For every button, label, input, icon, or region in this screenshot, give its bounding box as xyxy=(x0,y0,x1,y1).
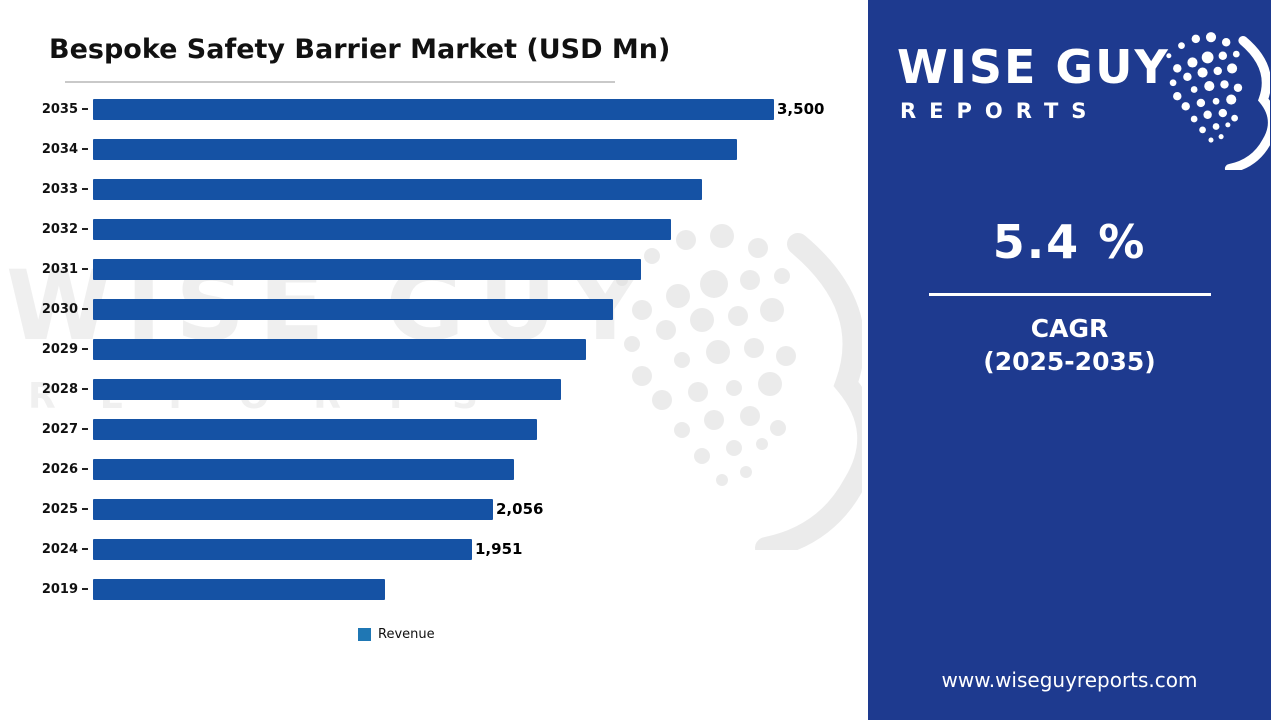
data-label-2024: 1,951 xyxy=(475,540,523,558)
bar-2026 xyxy=(93,458,514,480)
bar-2029 xyxy=(93,338,586,360)
y-tick-label: 2030 xyxy=(41,301,78,317)
bar-2031 xyxy=(93,258,641,280)
y-tick-mark xyxy=(82,108,88,110)
y-tick-mark xyxy=(82,348,88,350)
bar-2033 xyxy=(93,178,702,200)
bar-row-2019: 2019 xyxy=(20,569,868,609)
bar-row-2035: 2035 3,500 xyxy=(20,89,868,129)
data-label-2035: 3,500 xyxy=(777,100,825,118)
logo-reports-text: REPORTS xyxy=(900,98,1100,123)
bar-2032 xyxy=(93,218,671,240)
y-tick-label: 2035 xyxy=(41,101,78,117)
bar-2027 xyxy=(93,418,537,440)
cagr-divider xyxy=(928,292,1211,296)
bar-2019 xyxy=(93,578,385,600)
bar-row-2028: 2028 xyxy=(20,369,868,409)
cagr-label: CAGR xyxy=(1030,313,1109,343)
y-tick-mark xyxy=(82,188,88,190)
y-tick-label: 2025 xyxy=(41,501,78,517)
chart-panel: WISE GUY REPORTS Bespoke Safety Barrier … xyxy=(6,34,868,642)
bar-2025 xyxy=(93,498,493,520)
y-tick-mark xyxy=(82,588,88,590)
bar-row-2029: 2029 xyxy=(20,329,868,369)
cagr-period: (2025-2035) xyxy=(983,346,1156,376)
cagr-value: 5.4 % xyxy=(992,214,1147,269)
y-tick-label: 2026 xyxy=(41,461,78,477)
y-tick-label: 2028 xyxy=(41,381,78,397)
bar-row-2033: 2033 xyxy=(20,169,868,209)
y-tick-mark xyxy=(82,468,88,470)
brand-panel: WISE GUY REPORTS 5.4 % CAGR (2025-2035) … xyxy=(868,0,1271,720)
data-label-2025: 2,056 xyxy=(496,500,544,518)
logo-wise-guy-text: WISE GUY xyxy=(897,40,1170,94)
bar-row-2025: 2025 2,056 xyxy=(20,489,868,529)
legend-marker-revenue xyxy=(358,628,371,641)
chart-title: Bespoke Safety Barrier Market (USD Mn) xyxy=(49,34,671,65)
logo-head-dots-icon xyxy=(1166,32,1270,170)
bar-row-2031: 2031 xyxy=(20,249,868,289)
bar-rows: 2035 3,500 2034 2033 2032 2031 2030 2029 2028 202… xyxy=(20,89,868,609)
bar-row-2030: 2030 xyxy=(20,289,868,329)
y-tick-mark xyxy=(82,228,88,230)
y-tick-label: 2032 xyxy=(41,221,78,237)
bar-2034 xyxy=(93,138,737,160)
y-tick-mark xyxy=(82,428,88,430)
y-tick-mark xyxy=(82,148,88,150)
y-tick-mark xyxy=(82,388,88,390)
bar-2030 xyxy=(93,298,613,320)
y-tick-label: 2029 xyxy=(41,341,78,357)
bar-row-2026: 2026 xyxy=(20,449,868,489)
y-tick-mark xyxy=(82,308,88,310)
brand-logo: WISE GUY REPORTS xyxy=(897,32,1270,170)
bar-row-2032: 2032 xyxy=(20,209,868,249)
bar-2028 xyxy=(93,378,561,400)
y-tick-label: 2024 xyxy=(41,541,78,557)
bar-2035 xyxy=(93,98,774,120)
bar-row-2024: 2024 1,951 xyxy=(20,529,868,569)
y-tick-label: 2034 xyxy=(41,141,78,157)
y-tick-label: 2019 xyxy=(41,581,78,597)
y-tick-mark xyxy=(82,268,88,270)
y-tick-label: 2027 xyxy=(41,421,78,437)
bar-2024 xyxy=(93,538,472,560)
website-url: www.wiseguyreports.com xyxy=(941,668,1198,692)
y-tick-mark xyxy=(82,508,88,510)
y-tick-label: 2031 xyxy=(41,261,78,277)
title-divider xyxy=(65,81,615,83)
bar-row-2027: 2027 xyxy=(20,409,868,449)
y-tick-mark xyxy=(82,548,88,550)
bar-row-2034: 2034 xyxy=(20,129,868,169)
legend: Revenue xyxy=(358,627,868,642)
legend-label: Revenue xyxy=(378,627,435,642)
y-tick-label: 2033 xyxy=(41,181,78,197)
